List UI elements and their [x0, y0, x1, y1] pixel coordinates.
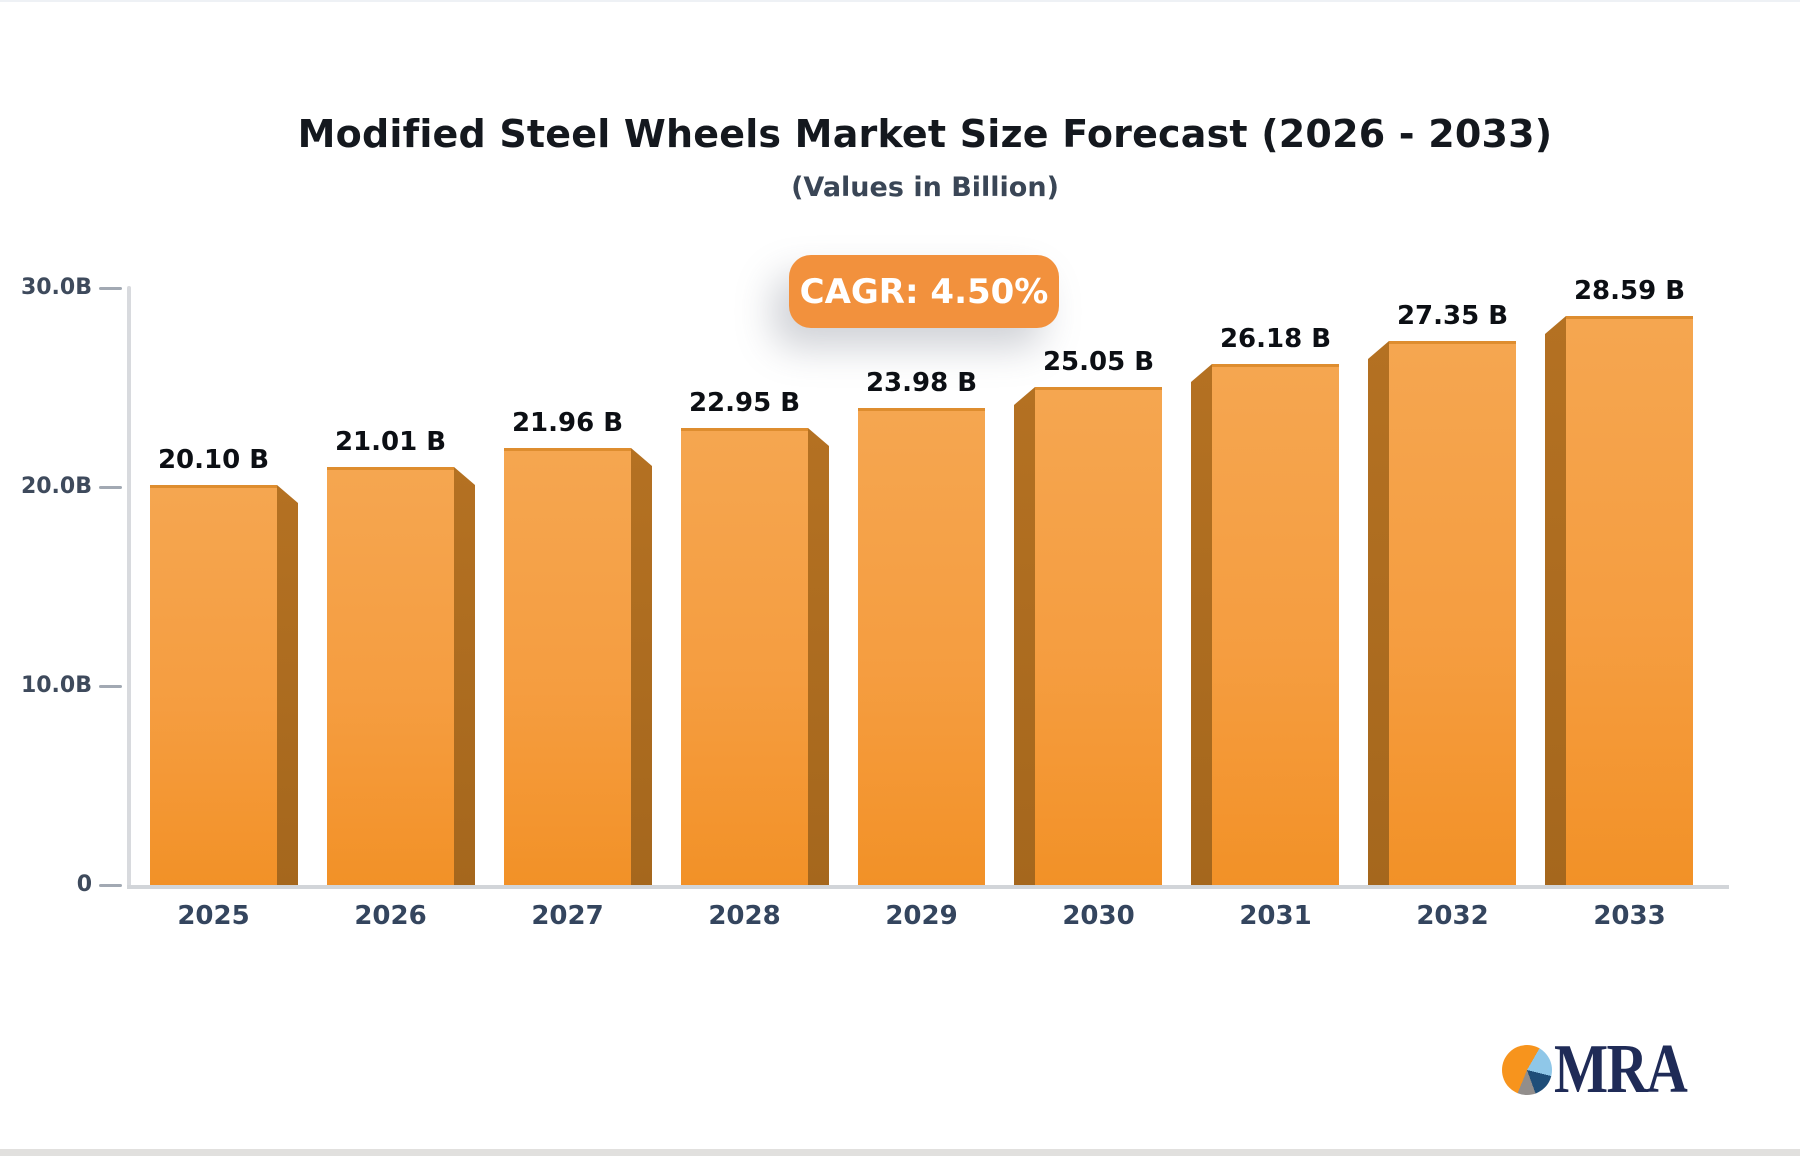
- bar-side-shadow: [1545, 316, 1566, 886]
- bar-value-label: 25.05 B: [1042, 347, 1155, 377]
- bar-value-label: 22.95 B: [688, 388, 801, 418]
- x-axis-label-2027: 2027: [531, 901, 604, 931]
- x-axis-label-2026: 2026: [354, 901, 427, 931]
- cagr-badge-label: CAGR: 4.50%: [799, 271, 1049, 312]
- chart-subtitle: (Values in Billion): [791, 172, 1059, 203]
- bar-side-shadow: [808, 428, 829, 886]
- bar-2026: [327, 467, 454, 886]
- bar-value-label: 28.59 B: [1573, 276, 1686, 306]
- bar-side-shadow: [277, 485, 298, 886]
- bar-2029: [858, 408, 985, 886]
- bar-value-label: 26.18 B: [1219, 324, 1332, 354]
- x-axis-label-2025: 2025: [177, 901, 250, 931]
- brand-logo: MRA: [1502, 1031, 1715, 1108]
- x-axis-label-2031: 2031: [1239, 901, 1312, 931]
- y-tick-label: 30.0B: [20, 275, 92, 300]
- logo-text: MRA: [1554, 1031, 1688, 1108]
- bar-value-label: 27.35 B: [1396, 301, 1509, 331]
- top-border: [0, 0, 1800, 2]
- y-tick-mark: [99, 287, 122, 290]
- bar-side-shadow: [1191, 364, 1212, 886]
- bar-2028: [681, 428, 808, 886]
- y-tick-mark: [99, 685, 122, 688]
- bar-value-label: 21.01 B: [334, 427, 447, 457]
- x-axis-label-2032: 2032: [1416, 901, 1489, 931]
- x-axis-label-2028: 2028: [708, 901, 781, 931]
- y-tick-label: 10.0B: [20, 673, 92, 698]
- bar-2031: [1212, 364, 1339, 886]
- x-axis-label-2033: 2033: [1593, 901, 1666, 931]
- bar-2030: [1035, 387, 1162, 886]
- bar-side-shadow: [454, 467, 475, 886]
- bar-value-label: 20.10 B: [157, 445, 270, 475]
- bar-value-label: 23.98 B: [865, 368, 978, 398]
- bar-2025: [150, 485, 277, 886]
- x-axis-line: [127, 885, 1729, 889]
- x-axis-label-2030: 2030: [1062, 901, 1135, 931]
- y-tick-label: 0: [76, 872, 92, 897]
- x-axis-label-2029: 2029: [885, 901, 958, 931]
- bar-side-shadow: [1014, 387, 1035, 886]
- bar-2032: [1389, 341, 1516, 886]
- cagr-badge: CAGR: 4.50%: [789, 255, 1059, 328]
- bar-side-shadow: [631, 448, 652, 886]
- bottom-border: [0, 1149, 1800, 1156]
- bar-2033: [1566, 316, 1693, 886]
- y-tick-label: 20.0B: [20, 474, 92, 499]
- bar-value-label: 21.96 B: [511, 408, 624, 438]
- y-axis-line: [127, 286, 131, 887]
- logo-pie-chart-icon: [1502, 1045, 1552, 1095]
- bar-2027: [504, 448, 631, 886]
- y-tick-mark: [99, 486, 122, 489]
- chart-title: Modified Steel Wheels Market Size Foreca…: [297, 112, 1553, 156]
- y-tick-mark: [99, 884, 122, 887]
- bar-side-shadow: [1368, 341, 1389, 886]
